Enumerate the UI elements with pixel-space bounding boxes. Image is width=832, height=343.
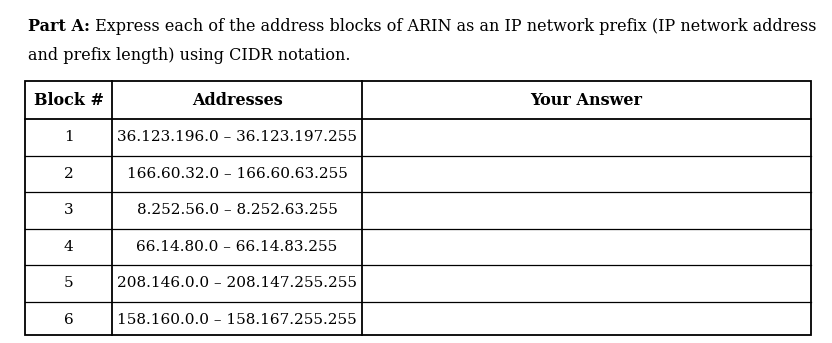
Text: Part A:: Part A: [28,18,90,35]
Text: 5: 5 [64,276,73,290]
Text: 2: 2 [64,167,73,181]
Text: 158.160.0.0 – 158.167.255.255: 158.160.0.0 – 158.167.255.255 [117,313,357,327]
Text: and prefix length) using CIDR notation.: and prefix length) using CIDR notation. [28,47,350,63]
Text: 1: 1 [64,130,73,144]
Text: 4: 4 [64,240,73,254]
Text: Block #: Block # [33,92,104,108]
Text: 8.252.56.0 – 8.252.63.255: 8.252.56.0 – 8.252.63.255 [136,203,338,217]
Text: Addresses: Addresses [191,92,283,108]
Text: 3: 3 [64,203,73,217]
Text: 36.123.196.0 – 36.123.197.255: 36.123.196.0 – 36.123.197.255 [117,130,357,144]
Text: 6: 6 [64,313,73,327]
Text: 66.14.80.0 – 66.14.83.255: 66.14.80.0 – 66.14.83.255 [136,240,338,254]
Text: Express each of the address blocks of ARIN as an IP network prefix (IP network a: Express each of the address blocks of AR… [90,18,816,35]
Text: 166.60.32.0 – 166.60.63.255: 166.60.32.0 – 166.60.63.255 [126,167,348,181]
Text: 208.146.0.0 – 208.147.255.255: 208.146.0.0 – 208.147.255.255 [117,276,357,290]
Text: Your Answer: Your Answer [531,92,642,108]
Bar [25,81,811,335]
